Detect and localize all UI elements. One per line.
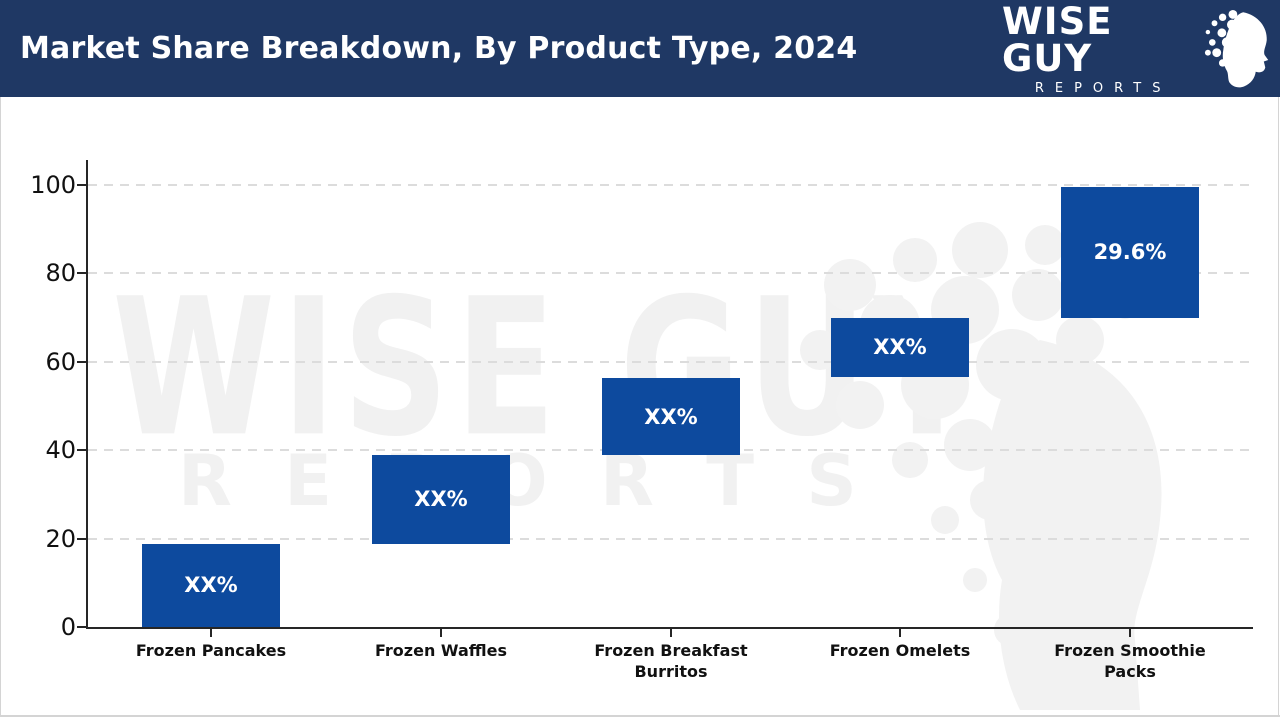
x-tick-label: Frozen Smoothie Packs: [1054, 641, 1206, 681]
logo-secondary-text: REPORTS: [1034, 80, 1172, 96]
bar-segment: XX%: [372, 455, 510, 544]
bar-value-label: XX%: [644, 404, 698, 429]
y-tick-mark: [77, 537, 86, 540]
x-axis-line: [86, 627, 1253, 629]
y-gridline: [88, 184, 1253, 186]
y-tick-mark: [77, 184, 86, 186]
y-tick-mark: [77, 626, 86, 628]
bar-value-label: 29.6%: [1093, 240, 1167, 265]
y-tick-label: 20: [45, 524, 76, 553]
bar-value-label: XX%: [184, 573, 238, 598]
header-band: Market Share Breakdown, By Product Type,…: [0, 0, 1280, 97]
x-tick-mark: [899, 629, 901, 637]
x-tick-label: Frozen Pancakes: [135, 641, 287, 660]
bar-segment: XX%: [831, 317, 969, 377]
watermark-secondary-text: R E P O R T S: [178, 440, 871, 522]
watermark-head-icon: [800, 222, 1162, 710]
y-tick-label: 40: [45, 436, 76, 465]
bar-segment: 29.6%: [1061, 186, 1199, 318]
y-gridline: [88, 272, 1253, 275]
dotted-head-icon: [1205, 10, 1269, 88]
y-gridline: [88, 360, 1253, 363]
x-tick-mark: [210, 629, 212, 637]
bar-value-label: XX%: [414, 487, 468, 512]
y-tick-mark: [77, 449, 86, 452]
y-tick-label: 100: [30, 171, 76, 199]
page-title: Market Share Breakdown, By Product Type,…: [20, 31, 858, 66]
logo-primary-text: WISE GUY: [1002, 0, 1113, 80]
left-edge-line: [0, 97, 1, 717]
y-tick-label: 0: [60, 613, 76, 641]
y-tick-mark: [77, 360, 86, 363]
x-tick-mark: [1129, 629, 1131, 637]
bottom-edge-line: [0, 715, 1280, 717]
y-gridline: [88, 537, 1253, 540]
x-tick-mark: [440, 629, 442, 637]
y-axis-line: [86, 160, 88, 629]
x-tick-label: Frozen Breakfast Burritos: [594, 641, 748, 681]
y-tick-mark: [77, 272, 86, 275]
bar-value-label: XX%: [873, 335, 927, 360]
y-tick-label: 80: [45, 259, 76, 288]
x-tick-label: Frozen Waffles: [374, 641, 508, 660]
right-edge-line: [1278, 97, 1279, 717]
y-tick-label: 60: [45, 347, 76, 376]
bar-segment: XX%: [602, 378, 740, 456]
x-tick-label: Frozen Omelets: [829, 641, 971, 660]
x-tick-mark: [670, 629, 672, 637]
wise-guy-reports-logo: WISE GUY REPORTS: [1002, 3, 1270, 96]
bar-segment: XX%: [142, 543, 280, 627]
logo-text: WISE GUY REPORTS: [1002, 3, 1198, 96]
